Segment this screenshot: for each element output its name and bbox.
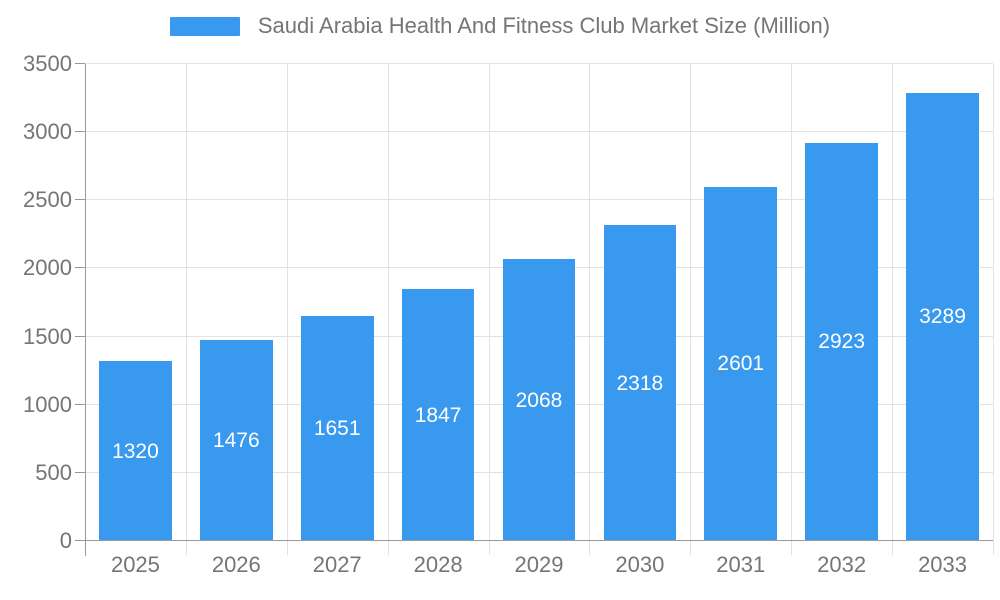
legend-swatch: [169, 16, 240, 36]
bar-slot: 1651: [287, 64, 388, 541]
y-tick-label: 500: [35, 459, 72, 485]
bar-value-label: 2068: [515, 388, 563, 412]
bar-value-label: 1476: [212, 428, 260, 452]
y-axis-tick: [75, 540, 85, 541]
bar-2032[interactable]: 2923: [805, 142, 878, 541]
y-axis-tick: [75, 403, 85, 405]
x-tick-label: 2027: [312, 552, 362, 577]
bar-2028[interactable]: 1847: [401, 289, 475, 541]
v-gridline: [185, 64, 187, 541]
y-axis-tick: [75, 335, 85, 337]
v-gridline: [993, 64, 994, 541]
y-tick-label: 2000: [23, 255, 72, 281]
bar-2033[interactable]: 3289: [906, 92, 979, 541]
y-axis-tick: [75, 267, 85, 269]
bar-2030[interactable]: 2318: [603, 225, 677, 541]
x-tick-label: 2029: [514, 552, 564, 577]
x-axis-tick: [589, 541, 591, 555]
bar-value-label: 2318: [616, 371, 664, 395]
v-gridline: [892, 64, 894, 541]
bar-slot: 2601: [690, 64, 791, 541]
x-axis-tick: [690, 541, 692, 555]
x-axis-line: [85, 540, 993, 541]
v-gridline: [286, 64, 288, 541]
h-gridline: [85, 63, 993, 64]
bar-2031[interactable]: 2601: [704, 186, 778, 541]
bar-value-label: 1847: [414, 403, 462, 427]
bar-slot: 2923: [791, 64, 892, 541]
x-axis-tick: [791, 541, 793, 555]
x-axis-tick: [892, 541, 894, 555]
v-gridline: [791, 64, 793, 541]
x-tick-label: 2032: [817, 552, 867, 577]
y-axis-tick: [75, 63, 85, 64]
y-tick-label: 1000: [23, 391, 72, 417]
y-tick-label: 3500: [23, 51, 72, 76]
bar-value-label: 1651: [313, 417, 361, 440]
y-axis-tick: [75, 199, 85, 201]
legend-item[interactable]: Saudi Arabia Health And Fitness Club Mar…: [0, 13, 1000, 39]
h-gridline: [85, 199, 993, 201]
x-axis-tick: [185, 541, 187, 555]
bar-value-label: 3289: [919, 305, 966, 329]
bar-slot: 3289: [892, 64, 993, 541]
bar-2027[interactable]: 1651: [300, 316, 374, 541]
bar-slot: 1320: [85, 64, 186, 541]
y-axis-tick: [75, 131, 85, 133]
v-gridline: [690, 64, 692, 541]
bar-slot: 2068: [489, 64, 590, 541]
x-tick-label: 2025: [110, 552, 160, 577]
bar-value-label: 2923: [818, 330, 865, 354]
plot-area: 0 500 1000 1500 2000 2500 3000 3500 1320 2025 1476…: [23, 53, 994, 576]
legend-label: Saudi Arabia Health And Fitness Club Mar…: [257, 13, 831, 38]
x-axis-tick: [993, 541, 994, 555]
bar-2025[interactable]: 1320: [99, 361, 172, 541]
v-gridline: [488, 64, 490, 541]
y-axis-tick: [75, 471, 85, 473]
bar-value-label: 2601: [717, 352, 765, 376]
bar-slot: 1476: [186, 64, 287, 541]
y-tick-label: 2500: [23, 187, 72, 213]
x-tick-label: 2033: [918, 552, 968, 577]
bar-slot: 1847: [388, 64, 489, 541]
v-gridline: [387, 64, 389, 541]
y-tick-label: 1500: [23, 323, 72, 349]
x-axis-tick: [387, 541, 389, 555]
bar-2029[interactable]: 2068: [502, 259, 576, 541]
x-axis-tick: [286, 541, 288, 555]
bar-2026[interactable]: 1476: [199, 339, 273, 541]
y-tick-label: 3000: [23, 119, 72, 145]
x-axis-tick: [488, 541, 490, 555]
y-axis-line: [85, 64, 86, 556]
bar-slot: 2318: [589, 64, 690, 541]
y-tick-label: 0: [59, 528, 72, 553]
x-tick-label: 2028: [413, 552, 463, 577]
v-gridline: [589, 64, 591, 541]
bar-value-label: 1320: [112, 439, 159, 463]
x-tick-label: 2030: [615, 552, 665, 577]
x-tick-label: 2031: [716, 552, 766, 577]
h-gridline: [85, 131, 993, 133]
x-tick-label: 2026: [211, 552, 261, 577]
